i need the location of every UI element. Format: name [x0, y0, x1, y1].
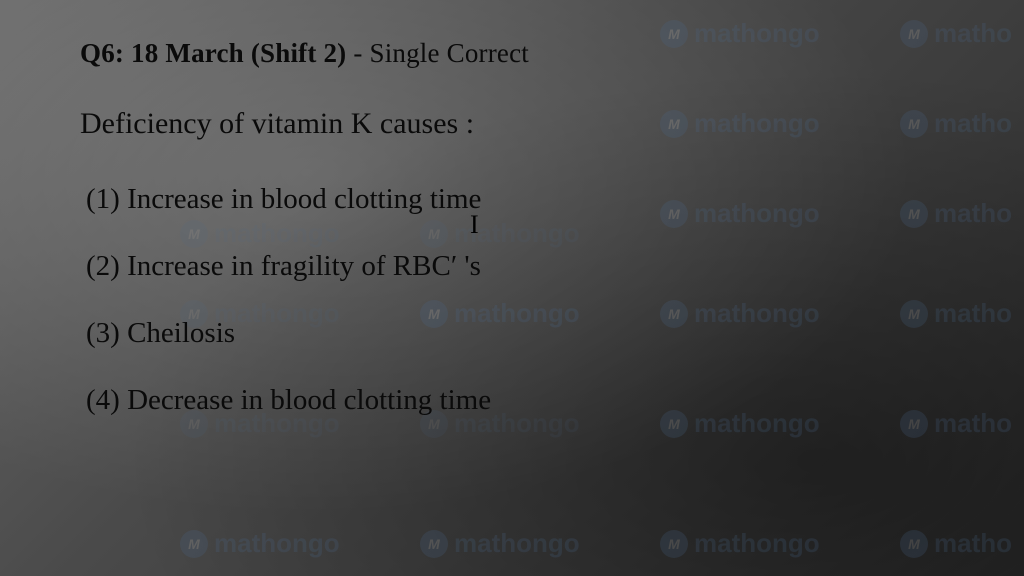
- option-number: (2): [86, 250, 120, 282]
- question-meta-rest: - Single Correct: [346, 38, 529, 68]
- watermark-text: mathongo: [454, 528, 580, 559]
- watermark-item: Mmatho: [900, 528, 1012, 559]
- option-1: (1) Increase in blood clotting time: [80, 183, 974, 216]
- watermark-logo-icon: M: [420, 530, 448, 558]
- option-2: (2) Increase in fragility of RBC′ 's: [80, 250, 974, 283]
- watermark-logo-icon: M: [180, 530, 208, 558]
- watermark-item: Mmathongo: [180, 528, 340, 559]
- question-header: Q6: 18 March (Shift 2) - Single Correct: [80, 38, 974, 69]
- option-text: Cheilosis: [127, 317, 235, 349]
- watermark-text: mathongo: [694, 528, 820, 559]
- option-number: (1): [86, 183, 120, 215]
- option-number: (3): [86, 317, 120, 349]
- option-4: (4) Decrease in blood clotting time: [80, 384, 974, 417]
- watermark-logo-icon: M: [660, 530, 688, 558]
- watermark-item: Mmathongo: [420, 528, 580, 559]
- watermark-text: matho: [934, 528, 1012, 559]
- option-text: Increase in fragility of RBC′ 's: [127, 250, 481, 282]
- option-3: (3) Cheilosis: [80, 317, 974, 350]
- watermark-text: mathongo: [214, 528, 340, 559]
- question-meta-bold: 18 March (Shift 2): [131, 38, 346, 68]
- option-number: (4): [86, 384, 120, 416]
- question-stem: Deficiency of vitamin K causes :: [80, 107, 974, 141]
- watermark-logo-icon: M: [900, 530, 928, 558]
- question-number: Q6:: [80, 38, 124, 68]
- page-photo: MmathongoMmathoMmathongoMmathoMmathongoM…: [0, 0, 1024, 576]
- option-text: Decrease in blood clotting time: [127, 384, 491, 416]
- watermark-item: Mmathongo: [660, 528, 820, 559]
- option-text: Increase in blood clotting time: [127, 183, 481, 215]
- text-cursor-icon: I: [470, 210, 479, 240]
- question-block: Q6: 18 March (Shift 2) - Single Correct …: [80, 38, 974, 417]
